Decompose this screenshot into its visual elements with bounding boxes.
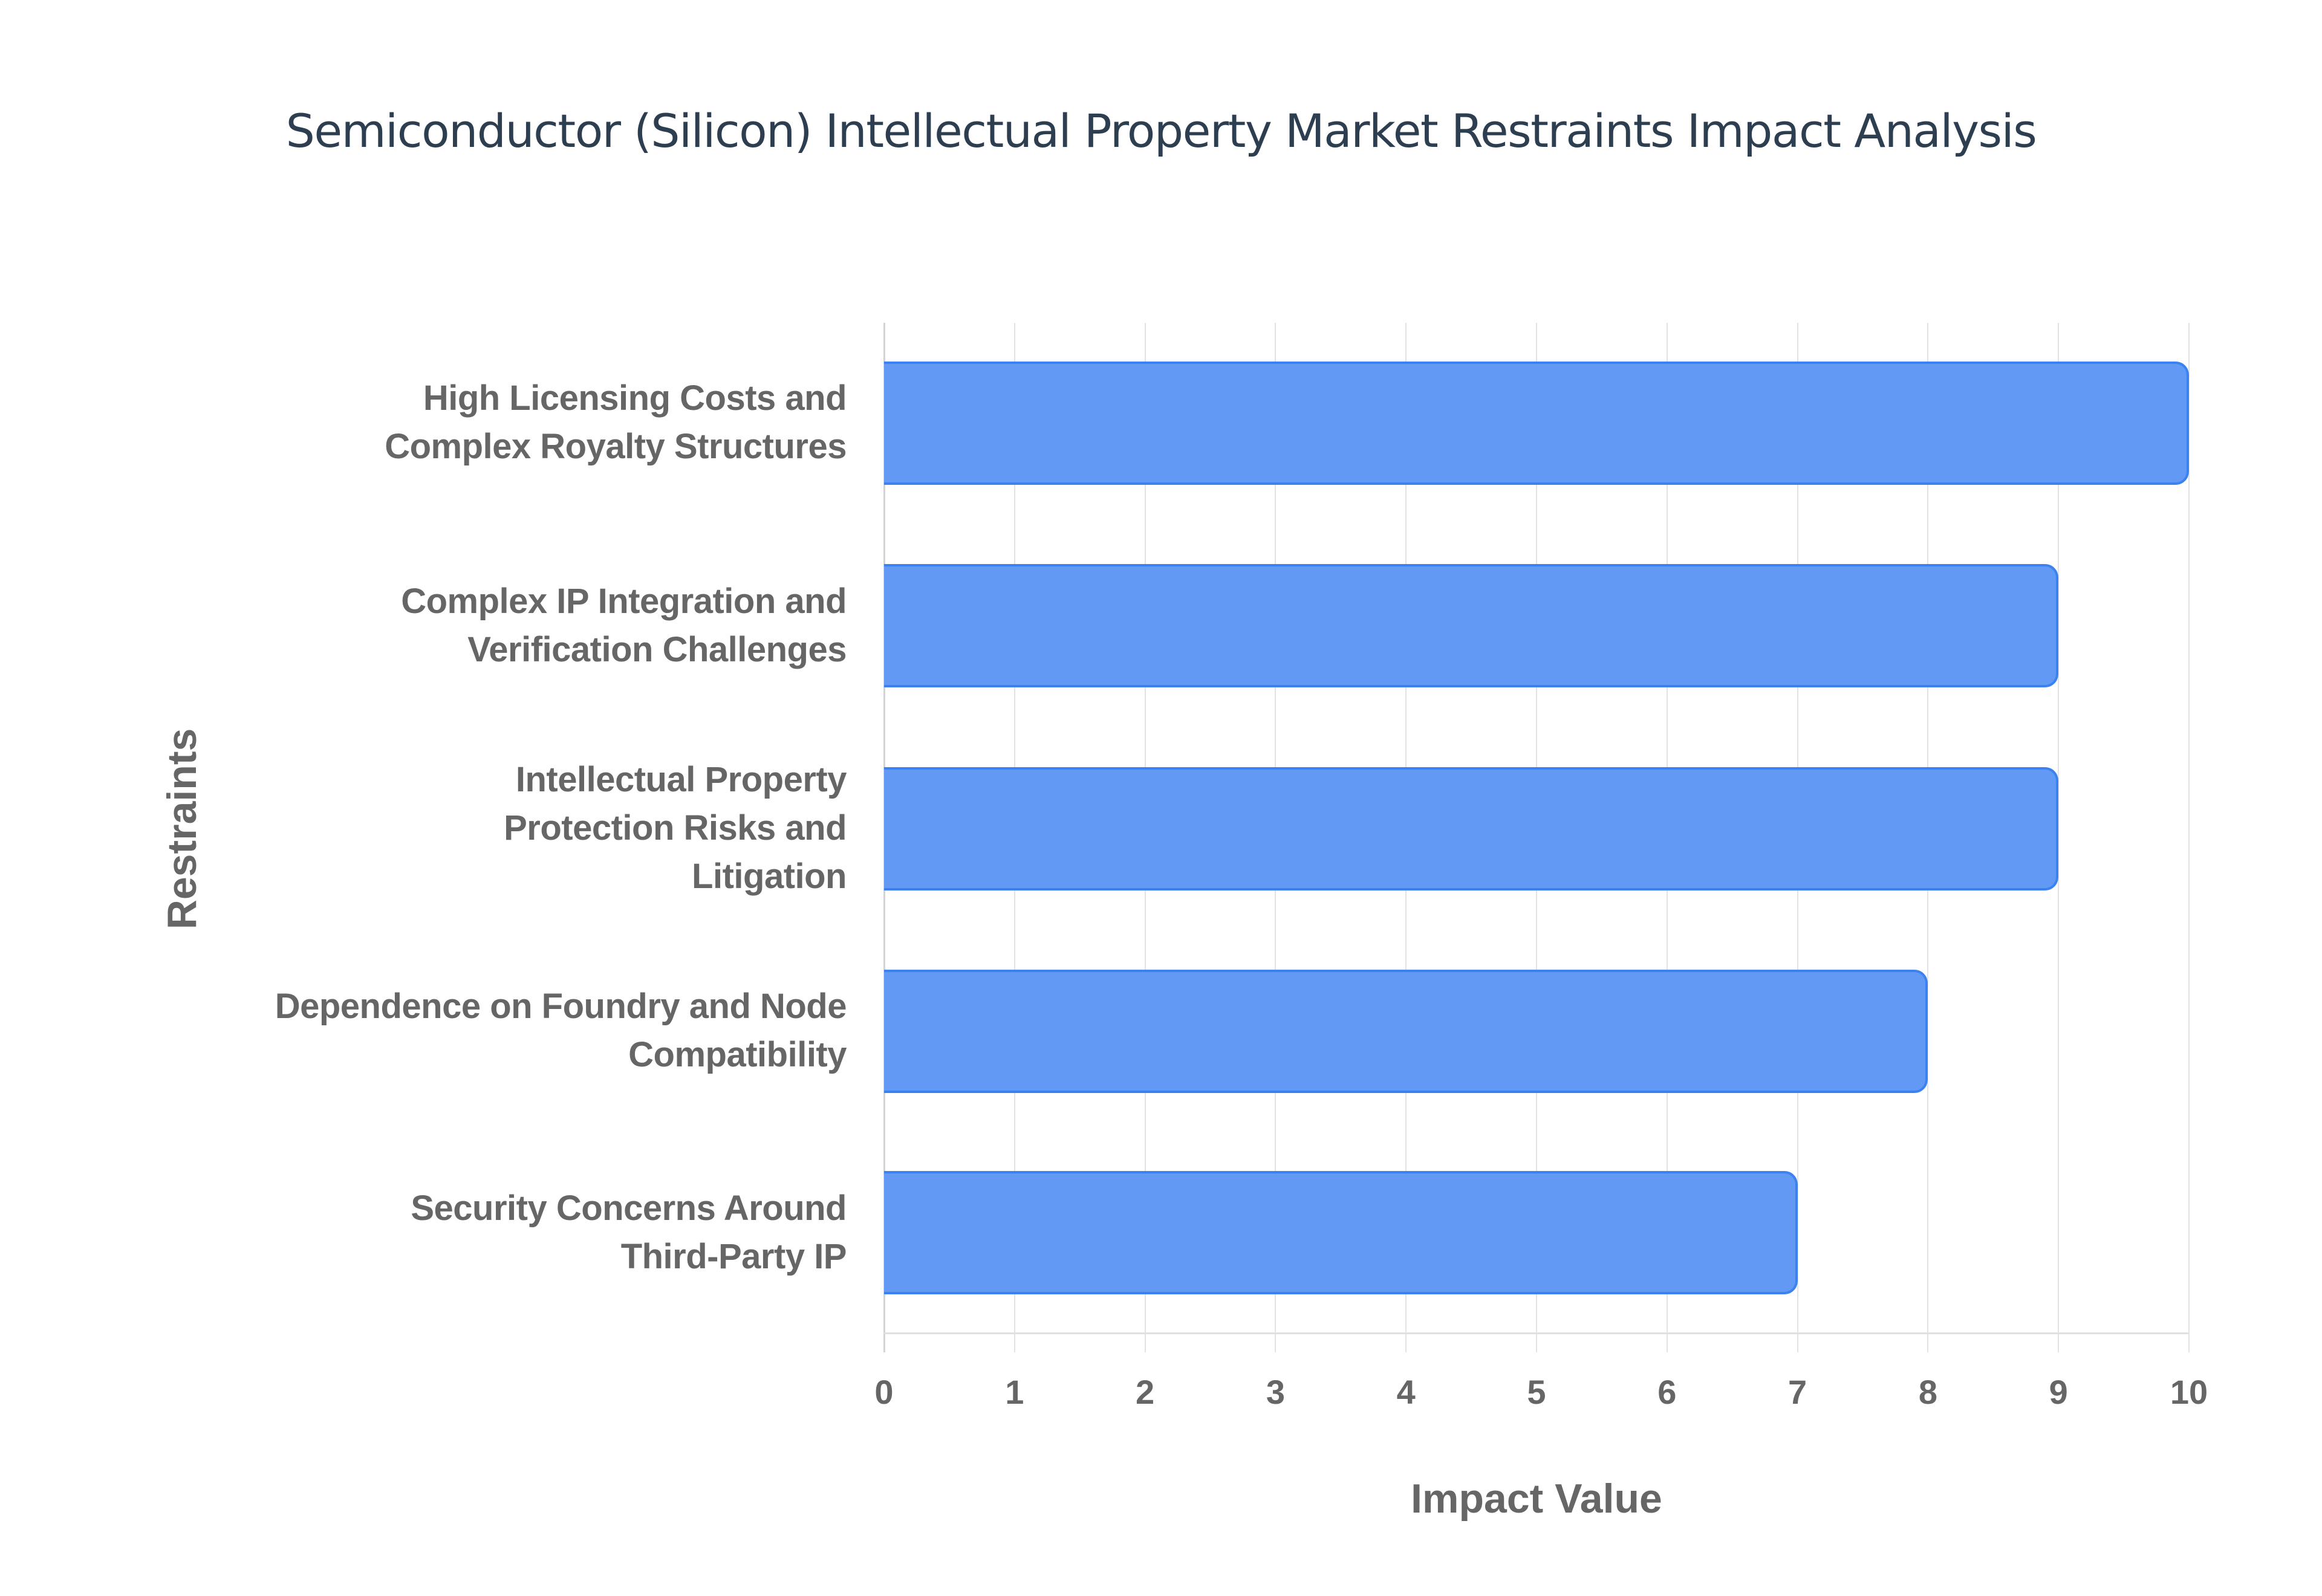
x-tick-label: 6 [1657,1373,1677,1411]
x-tick-label: 9 [2049,1373,2068,1411]
x-tick-label: 10 [2170,1373,2208,1411]
x-tick-label: 3 [1266,1373,1285,1411]
category-label-line: Complex Royalty Structures [385,427,847,466]
category-label: Intellectual Property Protection Risks a… [181,756,847,901]
category-label: High Licensing Costs and Complex Royalty… [181,374,847,471]
x-tick-label: 0 [874,1373,894,1411]
bar[interactable] [884,1171,1798,1294]
category-label-line: Dependence on Foundry and Node [275,987,847,1026]
x-tick-label: 5 [1527,1373,1546,1411]
category-label: Complex IP Integration and Verification … [181,577,847,674]
x-axis-title: Impact Value [1411,1476,1662,1522]
category-label-line: Compatibility [628,1035,847,1074]
category-label-line: Intellectual Property [515,760,847,799]
x-tick-label: 7 [1788,1373,1807,1411]
x-axis-line [884,1332,2189,1334]
category-label-line: Complex IP Integration and [401,582,847,621]
category-label-line: Third-Party IP [620,1237,847,1276]
x-tick-label: 1 [1005,1373,1024,1411]
category-label-line: Verification Challenges [467,630,847,669]
category-label-line: Security Concerns Around [411,1189,847,1228]
x-tick-label: 8 [1918,1373,1937,1411]
x-tick-label: 2 [1136,1373,1155,1411]
bar[interactable] [884,970,1928,1093]
chart-title: Semiconductor (Silicon) Intellectual Pro… [285,104,2037,158]
gridline-9 [2058,323,2060,1352]
bar[interactable] [884,767,2059,890]
y-axis-title: Restraints [159,728,205,930]
bar[interactable] [884,564,2059,687]
x-tick-label: 4 [1396,1373,1416,1411]
gridline-10 [2188,323,2190,1352]
plot-area [883,323,2190,1352]
category-label: Dependence on Foundry and Node Compatibi… [181,982,847,1079]
bar[interactable] [884,362,2189,485]
category-label-line: Litigation [692,857,847,896]
category-label-line: Protection Risks and [504,808,847,848]
category-label-line: High Licensing Costs and [423,378,847,418]
category-label: Security Concerns Around Third-Party IP [181,1184,847,1281]
